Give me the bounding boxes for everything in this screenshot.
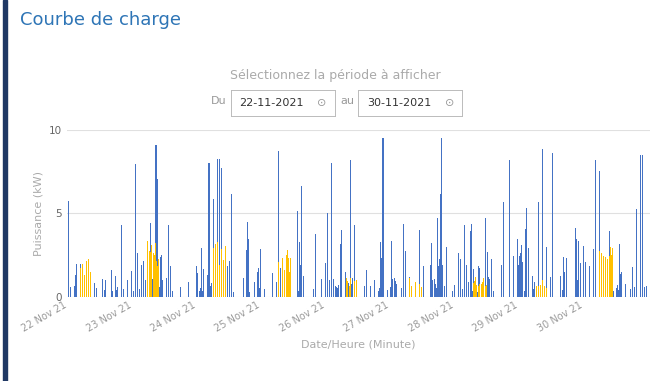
Text: 30-11-2021: 30-11-2021 (366, 98, 431, 108)
Text: Du: Du (211, 96, 226, 106)
X-axis label: Date/Heure (Minute): Date/Heure (Minute) (302, 339, 415, 349)
Text: Sélectionnez la période à afficher: Sélectionnez la période à afficher (230, 69, 440, 82)
Text: ⊙: ⊙ (318, 98, 327, 108)
Text: Courbe de charge: Courbe de charge (20, 11, 181, 29)
Y-axis label: Puissance (kW): Puissance (kW) (34, 171, 44, 256)
Text: ⊙: ⊙ (445, 98, 454, 108)
Text: au: au (340, 96, 354, 106)
Text: 22-11-2021: 22-11-2021 (239, 98, 304, 108)
